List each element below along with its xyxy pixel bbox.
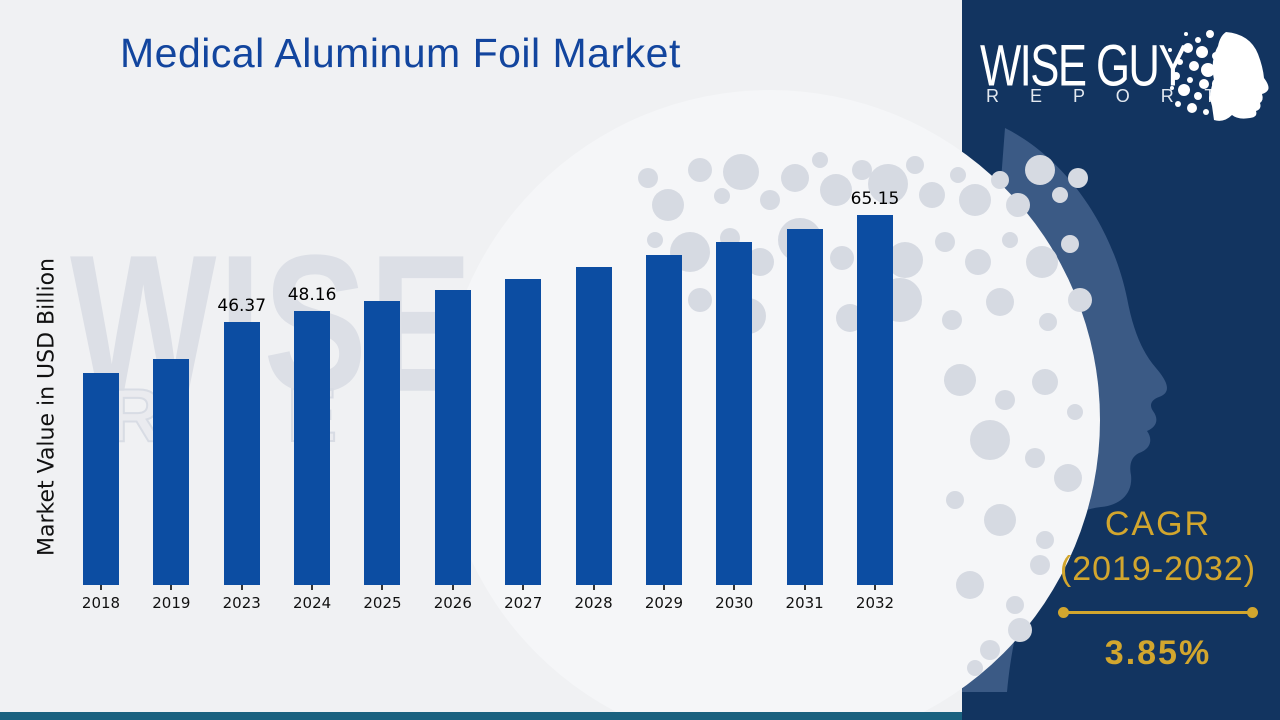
bar-value-label-2023: 46.37 xyxy=(217,295,267,316)
bar-2031 xyxy=(786,228,823,585)
bar-2032 xyxy=(857,214,893,585)
x-axis-tick xyxy=(100,585,102,590)
logo-face-icon xyxy=(1168,30,1269,121)
cagr-divider xyxy=(1058,607,1258,618)
x-axis-tick xyxy=(592,585,595,590)
bar-2024 xyxy=(294,311,331,585)
x-axis-label-2023: 2023 xyxy=(222,594,261,612)
cagr-range: (2019-2032) xyxy=(1059,550,1257,588)
x-axis-tick xyxy=(803,585,806,590)
x-axis-label-2026: 2026 xyxy=(433,594,472,612)
bar-value-label-2024: 48.16 xyxy=(287,285,337,306)
bar-2018 xyxy=(83,373,119,585)
x-axis-tick xyxy=(240,585,243,590)
x-axis-tick xyxy=(451,585,454,590)
bar-2027 xyxy=(505,278,542,585)
x-axis-label-2031: 2031 xyxy=(785,594,824,612)
footer-stripe xyxy=(0,712,962,720)
bar-2025 xyxy=(364,300,401,585)
x-axis-label-2032: 2032 xyxy=(855,594,895,612)
divider-right-dot-icon xyxy=(1247,607,1258,618)
bar-2026 xyxy=(434,289,471,585)
wise-guy-logo: WISE GUY R E P O R T S xyxy=(962,0,1280,150)
x-axis-label-2029: 2029 xyxy=(644,594,683,612)
logo-wiseguy-text: WISE GUY xyxy=(980,31,1188,98)
x-axis-label-2019: 2019 xyxy=(152,594,191,612)
x-axis-tick xyxy=(170,585,173,590)
x-axis-tick xyxy=(381,585,384,590)
bar-2023 xyxy=(223,321,260,585)
x-axis-label-2028: 2028 xyxy=(574,594,613,612)
x-axis-tick xyxy=(311,585,314,590)
bar-2028 xyxy=(575,266,612,585)
bar-value-label-2032: 65.15 xyxy=(850,188,900,209)
x-axis-label-2025: 2025 xyxy=(363,594,402,612)
bar-2019 xyxy=(153,358,190,585)
cagr-block: CAGR (2019-2032) 3.85% xyxy=(1040,505,1276,673)
bar-chart: 2018 2019 2023 46.37 2024 48.16 2025 2026 2027 20… xyxy=(82,160,899,612)
x-axis-tick xyxy=(874,585,876,590)
x-axis-label-2027: 2027 xyxy=(504,594,543,612)
x-axis-label-2024: 2024 xyxy=(292,594,332,612)
bar-2029 xyxy=(645,254,682,585)
x-axis-tick xyxy=(522,585,525,590)
x-axis-label-2030: 2030 xyxy=(715,594,754,612)
page-title: Medical Aluminum Foil Market xyxy=(120,30,681,76)
cagr-value: 3.85% xyxy=(1104,634,1212,672)
x-axis-tick xyxy=(662,585,665,590)
x-axis-label-2018: 2018 xyxy=(81,594,121,612)
y-axis-label: Market Value in USD Billion xyxy=(34,257,60,557)
cagr-label: CAGR xyxy=(1104,505,1212,543)
logo-reports-text: R E P O R T S xyxy=(986,86,1272,106)
divider-left-dot-icon xyxy=(1058,607,1069,618)
bar-2030 xyxy=(716,241,753,585)
x-axis-tick xyxy=(733,585,736,590)
